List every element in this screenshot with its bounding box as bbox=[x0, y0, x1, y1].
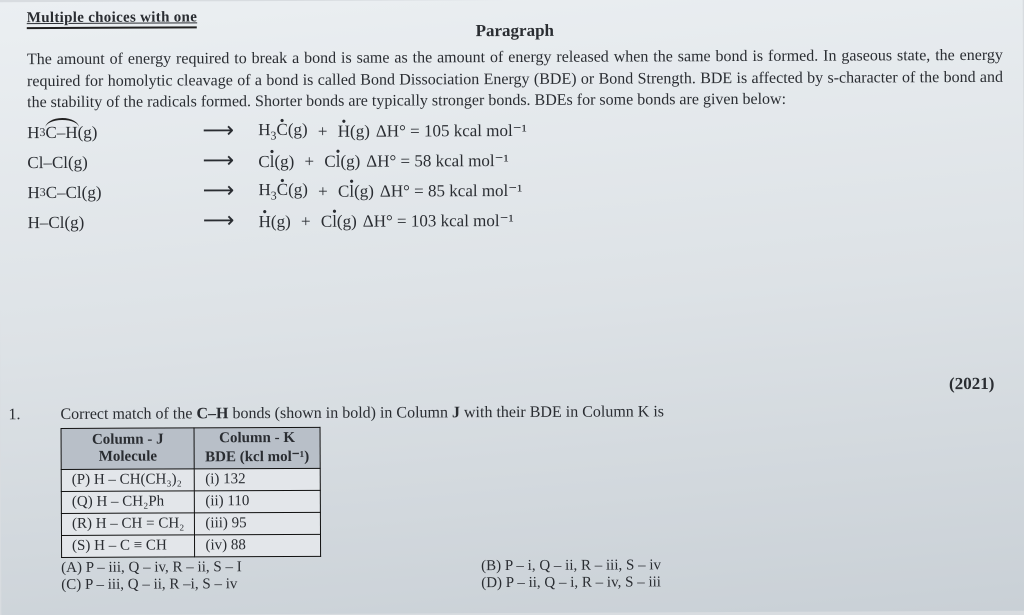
reactions-block: H3C–H(g) ⟶ H3C(g) + H(g) ΔH° = 105 kcal … bbox=[27, 116, 1003, 236]
match-table: Column - JMolecule Column - KBDE (kcl mo… bbox=[61, 427, 321, 558]
page: Multiple choices with one Paragraph The … bbox=[0, 0, 1024, 615]
r1-dh: ΔH° = 105 kcal mol⁻¹ bbox=[376, 121, 527, 142]
table-cell: (i) 132 bbox=[195, 468, 320, 491]
reaction-1: H3C–H(g) ⟶ H3C(g) + H(g) ΔH° = 105 kcal … bbox=[27, 116, 1003, 146]
stem-a: Correct match of the bbox=[60, 405, 196, 423]
section-strip: Multiple choices with one bbox=[27, 9, 197, 29]
question-stem: Correct match of the C–H bonds (shown in… bbox=[60, 402, 900, 424]
year-tag: (2021) bbox=[949, 374, 994, 394]
option-d: (D) P – ii, Q – i, R – iv, S – iii bbox=[481, 573, 901, 592]
table-cell: (ii) 110 bbox=[195, 490, 320, 513]
r4-product-1: H(g) bbox=[259, 212, 291, 232]
r3-product-1: H3C(g) bbox=[258, 180, 308, 204]
intro-paragraph: The amount of energy required to break a… bbox=[27, 45, 1003, 114]
stem-c: bonds (shown in bold) in Column bbox=[228, 404, 452, 422]
table-cell: (S) H – C ≡ CH bbox=[61, 535, 195, 558]
option-a: (A) P – iii, Q – iv, R – ii, S – I bbox=[61, 558, 481, 577]
reaction-2: Cl–Cl(g) ⟶ Cl(g) + Cl(g) ΔH° = 58 kcal m… bbox=[27, 146, 1003, 176]
plus-icon: + bbox=[297, 212, 315, 232]
question-block: Correct match of the C–H bonds (shown in… bbox=[60, 402, 901, 594]
reaction-4: H–Cl(g) ⟶ H(g) + Cl(g) ΔH° = 103 kcal mo… bbox=[28, 206, 1004, 236]
r4-product-2: Cl(g) bbox=[321, 211, 357, 231]
r1-product-2: H(g) bbox=[338, 121, 370, 141]
arrow-icon: ⟶ bbox=[178, 117, 258, 143]
reaction-3: H3C–Cl(g) ⟶ H3C(g) + Cl(g) ΔH° = 85 kcal… bbox=[27, 176, 1003, 206]
option-c: (C) P – iii, Q – ii, R –i, S – iv bbox=[61, 575, 481, 594]
r2-product-1: Cl(g) bbox=[258, 152, 294, 172]
plus-icon: + bbox=[314, 122, 332, 142]
r2-product-2: Cl(g) bbox=[324, 151, 360, 171]
r4-dh: ΔH° = 103 kcal mol⁻¹ bbox=[363, 211, 514, 232]
table-cell: (iii) 95 bbox=[195, 512, 320, 535]
homolysis-arc-icon bbox=[45, 118, 79, 128]
stem-e: with their BDE in Column K is bbox=[460, 403, 664, 421]
r4-reactant: H–Cl(g) bbox=[28, 212, 173, 233]
stem-d: J bbox=[452, 404, 460, 421]
r2-reactant: Cl–Cl(g) bbox=[27, 152, 172, 173]
question-number: 1. bbox=[8, 406, 20, 424]
table-cell: (iv) 88 bbox=[195, 534, 320, 557]
plus-icon: + bbox=[314, 182, 332, 202]
options: (A) P – iii, Q – iv, R – ii, S – I (B) P… bbox=[61, 556, 901, 594]
table-cell: (P) H – CH(CH₃)₂ bbox=[61, 469, 195, 492]
col-k-header: Column - KBDE (kcl mol⁻¹) bbox=[194, 427, 319, 469]
stem-b: C–H bbox=[196, 405, 228, 422]
r2-dh: ΔH° = 58 kcal mol⁻¹ bbox=[366, 151, 509, 172]
plus-icon: + bbox=[300, 152, 318, 172]
r3-reactant: H3C–Cl(g) bbox=[27, 182, 172, 203]
r3-product-2: Cl(g) bbox=[338, 181, 374, 201]
table-cell: (Q) H – CH₂Ph bbox=[61, 491, 195, 514]
arrow-icon: ⟶ bbox=[178, 177, 258, 203]
option-b: (B) P – i, Q – ii, R – iii, S – iv bbox=[481, 556, 901, 575]
r1-product-1: H3C(g) bbox=[258, 120, 308, 144]
arrow-icon: ⟶ bbox=[178, 147, 258, 173]
col-j-header: Column - JMolecule bbox=[61, 428, 195, 470]
table-cell: (R) H – CH = CH₂ bbox=[61, 513, 195, 536]
arrow-icon: ⟶ bbox=[179, 207, 259, 233]
r3-dh: ΔH° = 85 kcal mol⁻¹ bbox=[380, 181, 523, 202]
